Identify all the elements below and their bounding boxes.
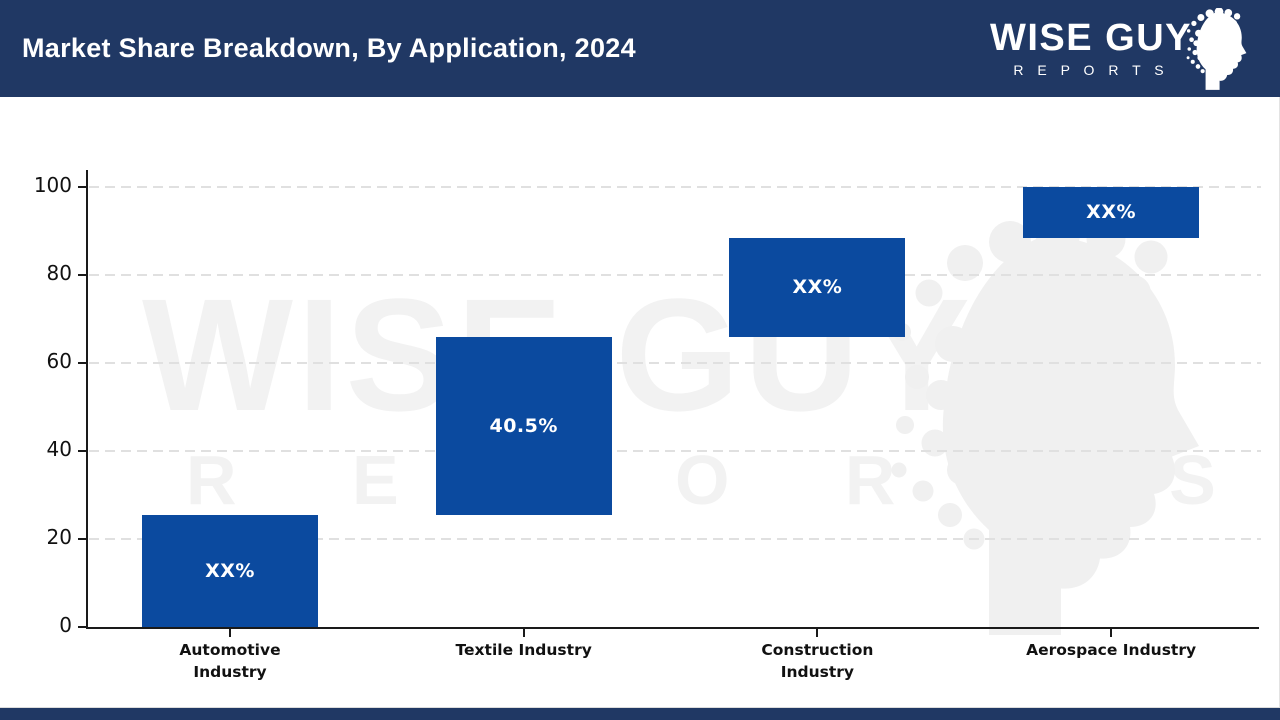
logo-wordmark-block: WISE GUY R E P O R T S [990,19,1192,78]
bar-construction-industry: XX% [729,237,906,337]
y-tick-60 [78,362,86,364]
category-label-line: Automotive [179,641,281,659]
bar-value-label: XX% [792,276,843,299]
category-label-aerospace-industry: Aerospace Industry [964,640,1258,662]
wise-guy-logo: WISE GUY R E P O R T S [990,7,1254,90]
x-tick-construction-industry [816,629,819,637]
header-bar: Market Share Breakdown, By Application, … [0,0,1280,97]
gridline-60 [89,362,1261,364]
category-label-line: Industry [193,662,267,681]
plot-area: 0 20 40 60 80 100 XX% Automotive Industry 40.5% Te… [0,97,1279,708]
page-title: Market Share Breakdown, By Application, … [22,33,636,63]
category-label-line: Textile Industry [455,641,592,659]
footer-bar [0,708,1280,720]
y-tick-label-80: 80 [46,261,72,285]
y-tick-80 [78,274,86,276]
y-tick-label-60: 60 [46,349,72,373]
chart-canvas: WISE GUY R E P O R T S 0 20 40 60 80 100 XX% Au… [0,97,1280,708]
gridline-100 [89,186,1261,188]
y-axis-line [86,170,88,629]
bar-value-label: XX% [205,559,255,582]
logo-subtitle: R E P O R T S [1013,62,1169,78]
y-tick-20 [78,538,86,540]
category-label-line: Industry [780,662,855,681]
logo-wordmark: WISE GUY [989,17,1192,59]
bar-textile-industry: 40.5% [435,336,612,515]
gridline-20 [89,538,1261,540]
category-label-textile-industry: Textile Industry [377,640,671,662]
x-axis-line [86,627,1259,629]
gridline-80 [89,274,1261,276]
y-tick-40 [78,450,86,452]
bar-aerospace-industry: XX% [1023,187,1200,238]
gridline-40 [89,450,1261,452]
bar-automotive-industry: XX% [142,514,318,627]
y-tick-label-40: 40 [46,437,72,461]
category-label-line: Aerospace Industry [1026,641,1197,659]
y-tick-100 [78,186,86,188]
bar-value-label: XX% [1086,201,1137,224]
category-label-construction-industry: Construction Industry [670,640,964,683]
bar-value-label: 40.5% [489,414,558,437]
y-tick-label-100: 100 [33,173,72,197]
x-tick-aerospace-industry [1110,629,1113,637]
x-tick-textile-industry [522,629,525,637]
category-label-line: Construction [761,641,874,659]
y-tick-label-0: 0 [59,613,72,637]
y-tick-0 [78,626,86,628]
x-tick-automotive-industry [229,629,231,637]
wise-guy-head-icon [1186,7,1247,90]
bottom-hairline [0,707,1280,708]
category-label-automotive-industry: Automotive Industry [83,640,377,683]
y-tick-label-20: 20 [46,525,72,549]
